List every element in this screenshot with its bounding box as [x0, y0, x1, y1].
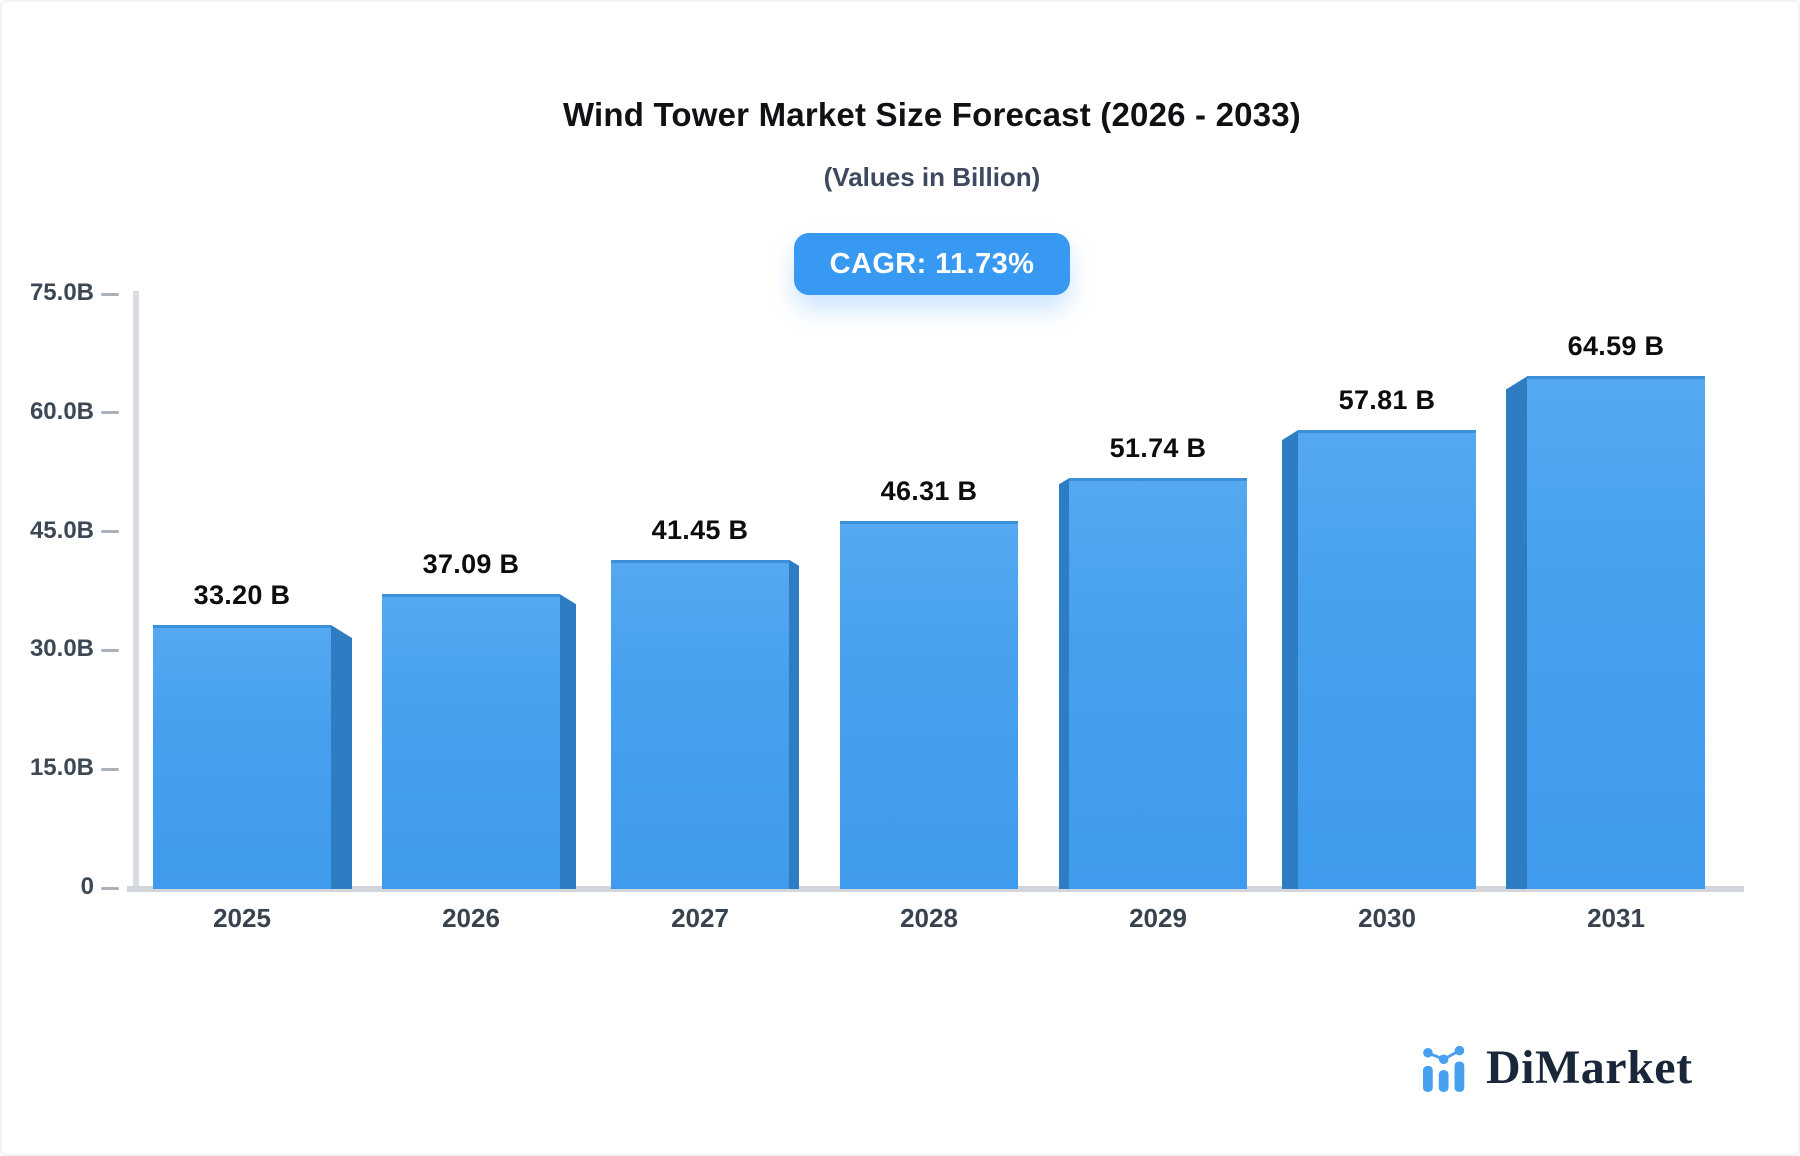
y-tick-dash	[101, 767, 119, 771]
y-tick-label: 0	[80, 873, 94, 900]
y-axis-line	[133, 291, 139, 891]
bar-value-label: 64.59 B	[1567, 331, 1665, 362]
x-axis-label-2029: 2029	[1129, 903, 1187, 933]
dimarket-logo: DiMarket	[1423, 1044, 1693, 1092]
chart-header: Wind Tower Market Size Forecast (2026 - …	[62, 2, 1800, 295]
bar-2028	[840, 521, 1018, 889]
y-tick-label: 45.0B	[29, 516, 94, 544]
chart-title: Wind Tower Market Size Forecast (2026 - …	[562, 96, 1301, 133]
bar-value-label: 57.81 B	[1338, 385, 1436, 416]
bar-2027	[611, 559, 789, 889]
y-tick-label: 75.0B	[29, 279, 94, 306]
x-axis-label-2031: 2031	[1587, 903, 1645, 933]
y-tick-dash	[101, 648, 119, 652]
bar-2025	[153, 625, 331, 889]
bar-value-label: 33.20 B	[193, 580, 291, 611]
bar-value-label: 51.74 B	[1109, 433, 1207, 464]
bar-2031	[1527, 376, 1705, 889]
bar-side-face	[789, 559, 799, 889]
bar-side-face	[1506, 376, 1527, 889]
bar-value-label: 46.31 B	[880, 476, 978, 507]
bar-value-label: 41.45 B	[651, 514, 749, 545]
y-tick-dash	[101, 292, 119, 296]
x-axis-label-2025: 2025	[213, 903, 271, 933]
chart-subtitle: (Values in Billion)	[823, 162, 1041, 192]
logo-text: DiMarket	[1486, 1041, 1693, 1094]
bar-2026	[382, 594, 560, 889]
bar-chart-trend-icon	[1423, 1045, 1465, 1092]
y-tick-label: 60.0B	[29, 397, 94, 425]
bar-side-face	[1059, 478, 1069, 889]
y-tick-dash	[101, 886, 119, 890]
bar-value-label: 37.09 B	[422, 549, 520, 580]
x-axis-label-2026: 2026	[442, 903, 500, 933]
cagr-badge: CAGR: 11.73%	[793, 233, 1071, 295]
bar-side-face	[331, 625, 352, 889]
y-tick-dash	[101, 411, 119, 415]
x-axis-label-2030: 2030	[1358, 903, 1416, 933]
y-tick-label: 15.0B	[29, 754, 94, 782]
bar-2029	[1069, 478, 1247, 889]
y-tick-dash	[101, 530, 119, 534]
bar-side-face	[560, 594, 576, 889]
x-axis-label-2028: 2028	[900, 903, 958, 933]
x-axis-line	[127, 886, 1744, 892]
x-axis-label-2027: 2027	[671, 903, 729, 933]
bar-2030	[1298, 430, 1476, 889]
bar-side-face	[1282, 430, 1298, 889]
y-tick-label: 30.0B	[29, 635, 94, 663]
